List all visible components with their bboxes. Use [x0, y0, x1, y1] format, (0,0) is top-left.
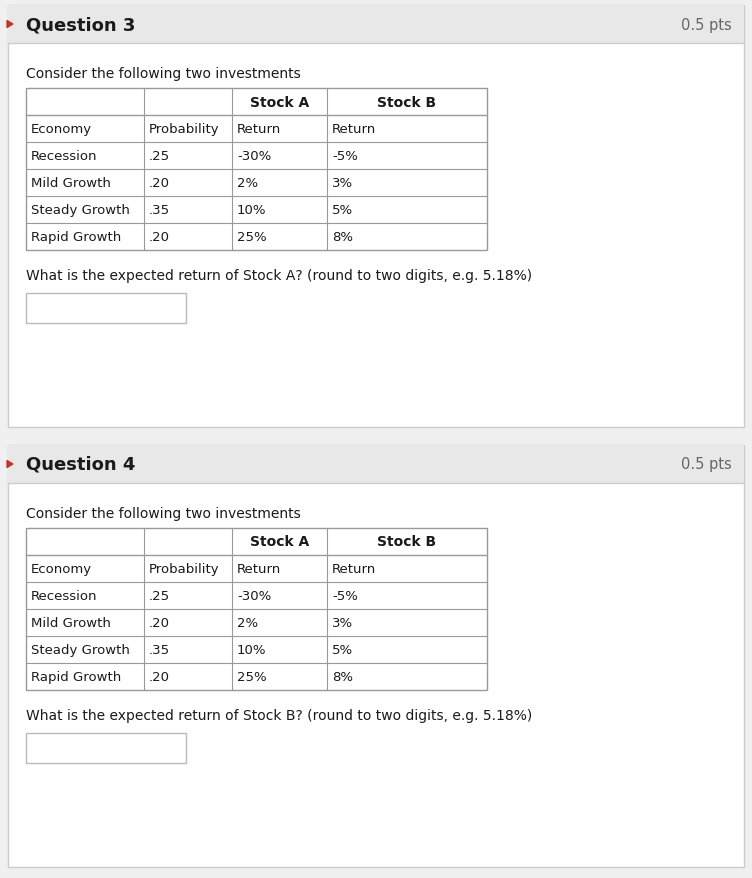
Text: 25%: 25%	[237, 670, 267, 683]
Text: -5%: -5%	[332, 589, 358, 602]
Text: Recession: Recession	[31, 589, 98, 602]
Text: Rapid Growth: Rapid Growth	[31, 231, 121, 244]
Text: 8%: 8%	[332, 231, 353, 244]
Polygon shape	[7, 21, 13, 29]
Text: 3%: 3%	[332, 616, 353, 630]
Text: Probability: Probability	[149, 123, 220, 136]
Text: 2%: 2%	[237, 616, 258, 630]
Bar	[8, 6, 744, 44]
Text: Steady Growth: Steady Growth	[31, 204, 130, 217]
Text: .35: .35	[149, 204, 170, 217]
Text: Economy: Economy	[31, 123, 92, 136]
Text: What is the expected return of Stock B? (round to two digits, e.g. 5.18%): What is the expected return of Stock B? …	[26, 709, 532, 723]
Text: -5%: -5%	[332, 150, 358, 162]
Text: .20: .20	[149, 176, 170, 190]
Text: .20: .20	[149, 616, 170, 630]
Text: Return: Return	[237, 563, 281, 575]
Text: 0.5 pts: 0.5 pts	[681, 18, 732, 32]
Text: 3%: 3%	[332, 176, 353, 190]
Text: Stock A: Stock A	[250, 535, 309, 549]
Text: .20: .20	[149, 231, 170, 244]
Text: Economy: Economy	[31, 563, 92, 575]
Bar	[8, 6, 744, 428]
Text: 0.5 pts: 0.5 pts	[681, 457, 732, 472]
Text: .35: .35	[149, 644, 170, 656]
Text: What is the expected return of Stock A? (round to two digits, e.g. 5.18%): What is the expected return of Stock A? …	[26, 269, 532, 283]
Bar	[8, 445, 744, 867]
Text: Mild Growth: Mild Growth	[31, 616, 111, 630]
Text: Question 4: Question 4	[26, 456, 135, 473]
Text: 5%: 5%	[332, 204, 353, 217]
Text: Probability: Probability	[149, 563, 220, 575]
Text: 25%: 25%	[237, 231, 267, 244]
Text: Return: Return	[332, 123, 376, 136]
Text: .25: .25	[149, 589, 170, 602]
Text: Stock A: Stock A	[250, 96, 309, 110]
Text: 8%: 8%	[332, 670, 353, 683]
Text: Consider the following two investments: Consider the following two investments	[26, 67, 301, 81]
Text: 10%: 10%	[237, 644, 266, 656]
Text: Return: Return	[237, 123, 281, 136]
Polygon shape	[7, 461, 13, 468]
Text: .20: .20	[149, 670, 170, 683]
Text: Return: Return	[332, 563, 376, 575]
Text: 2%: 2%	[237, 176, 258, 190]
Text: Consider the following two investments: Consider the following two investments	[26, 507, 301, 521]
Text: Mild Growth: Mild Growth	[31, 176, 111, 190]
Text: Recession: Recession	[31, 150, 98, 162]
Text: -30%: -30%	[237, 589, 271, 602]
Bar	[26, 733, 186, 763]
Bar	[26, 529, 487, 690]
Text: Stock B: Stock B	[378, 96, 437, 110]
Bar	[26, 293, 186, 324]
Text: .25: .25	[149, 150, 170, 162]
Text: Stock B: Stock B	[378, 535, 437, 549]
Text: -30%: -30%	[237, 150, 271, 162]
Text: 5%: 5%	[332, 644, 353, 656]
Text: Steady Growth: Steady Growth	[31, 644, 130, 656]
Text: 10%: 10%	[237, 204, 266, 217]
Bar	[8, 445, 744, 484]
Text: Rapid Growth: Rapid Growth	[31, 670, 121, 683]
Bar	[26, 89, 487, 251]
Text: Question 3: Question 3	[26, 16, 135, 34]
